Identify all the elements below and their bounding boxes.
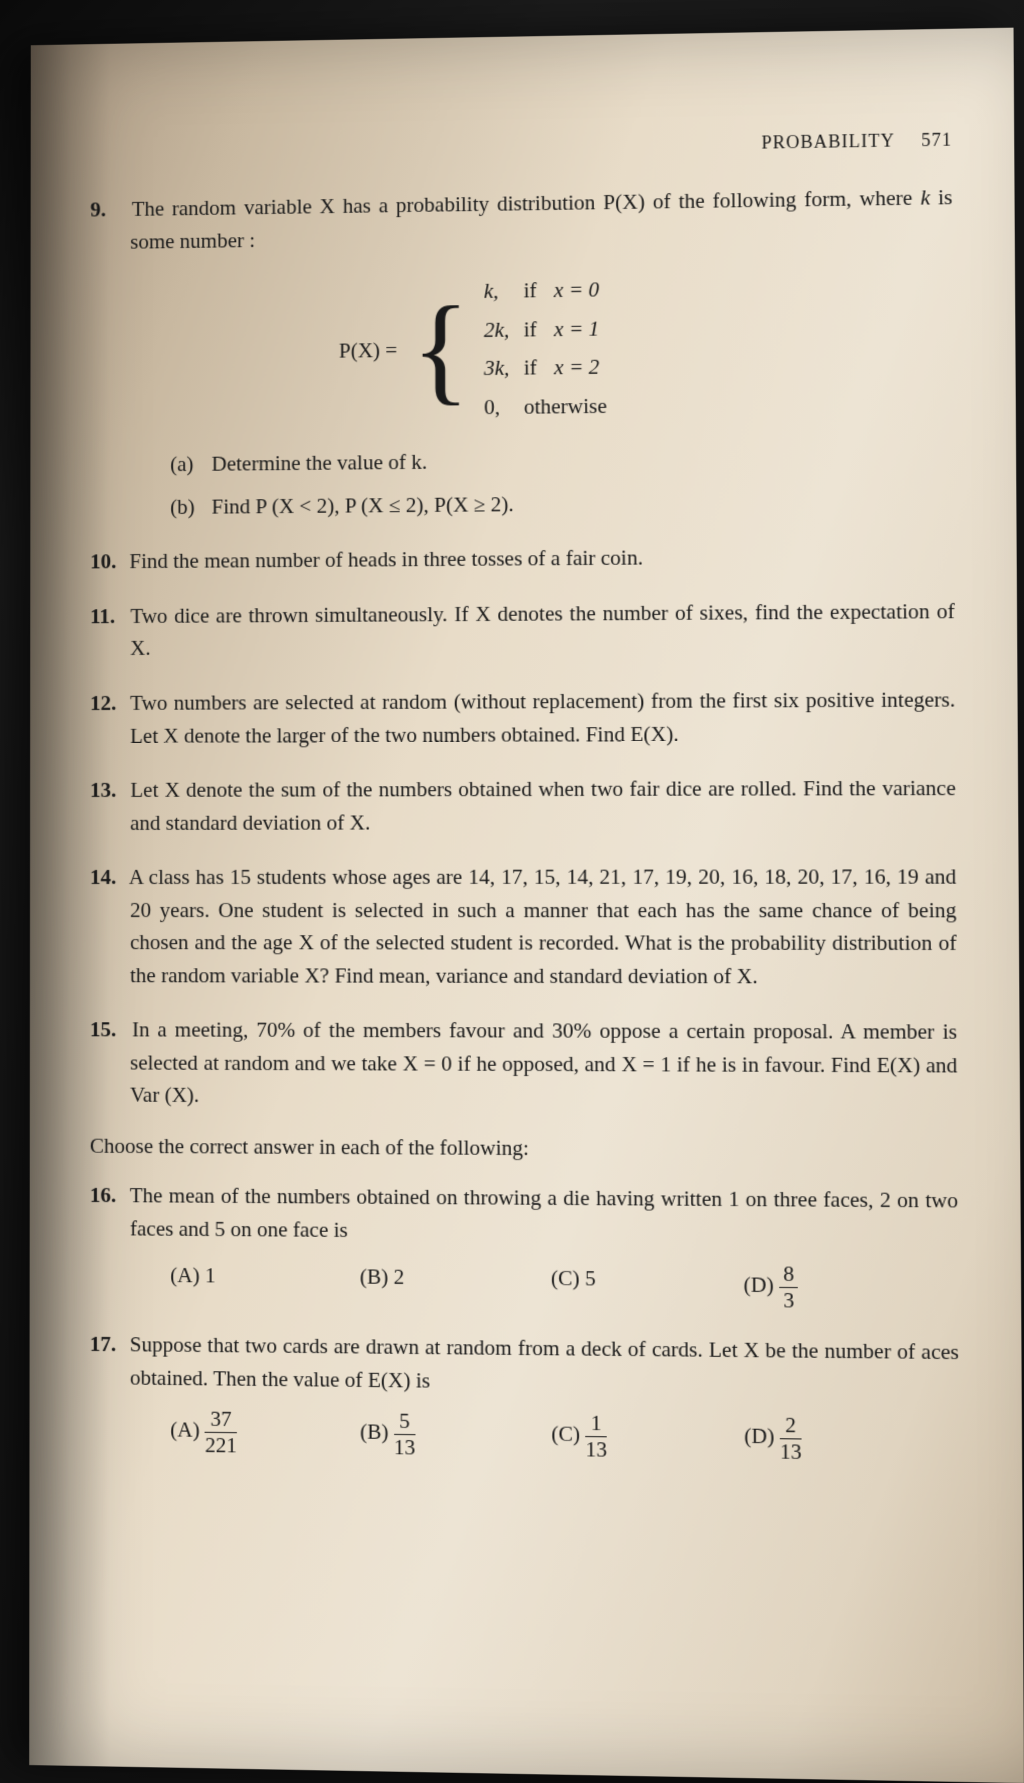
opt-label: (A) <box>170 1263 199 1287</box>
question-number: 12. <box>90 687 124 720</box>
option-b: (B) 5 13 <box>360 1410 551 1460</box>
numerator: 2 <box>780 1415 802 1440</box>
pw-x: x = 0 <box>548 271 613 308</box>
options: (A) 37 221 (B) 5 13 (C) 1 13 <box>170 1408 938 1464</box>
sub-label: (a) <box>170 448 206 481</box>
option-a: (A) 37 221 <box>170 1408 360 1458</box>
pw-cond: otherwise <box>518 387 613 425</box>
question-number: 9. <box>90 193 124 226</box>
question-15: 15. In a meeting, 70% of the members fav… <box>130 1014 958 1116</box>
pw-x: x = 2 <box>548 349 613 386</box>
opt-fraction: 2 13 <box>780 1415 802 1463</box>
piecewise-function: P(X) = { k, if x = 0 2k, if x = 1 3k, if… <box>331 269 615 429</box>
question-text: Two dice are thrown simultaneously. If X… <box>130 599 955 661</box>
question-10: 10. Find the mean number of heads in thr… <box>130 539 954 578</box>
opt-label: (B) <box>360 1420 389 1445</box>
question-16: 16. The mean of the numbers obtained on … <box>130 1179 959 1313</box>
pw-val: 0, <box>478 388 516 425</box>
question-text: In a meeting, 70% of the members favour … <box>130 1018 957 1108</box>
pw-val: 2k, <box>478 311 516 348</box>
question-text: The random variable X has a probability … <box>132 185 921 220</box>
numerator: 37 <box>205 1409 237 1434</box>
opt-value: 1 <box>205 1263 216 1287</box>
question-text: The mean of the numbers obtained on thro… <box>130 1183 958 1241</box>
denominator: 13 <box>585 1437 607 1461</box>
pw-val: 3k, <box>478 350 516 387</box>
opt-label: (B) <box>360 1264 388 1289</box>
denominator: 3 <box>779 1288 798 1312</box>
pw-cond: if <box>517 272 545 309</box>
denominator: 13 <box>780 1439 802 1463</box>
page-header: PROBABILITY 571 <box>130 130 952 164</box>
option-c: (C) 5 <box>551 1262 744 1311</box>
subpart-a: (a) Determine the value of k. <box>170 441 954 481</box>
question-9: 9. The random variable X has a probabili… <box>130 181 954 524</box>
left-brace: { <box>405 273 476 426</box>
question-number: 10. <box>90 546 124 579</box>
option-a: (A) 1 <box>170 1259 360 1308</box>
sub-text: Find P (X < 2), P (X ≤ 2), P(X ≥ 2). <box>212 492 514 519</box>
pw-cond: if <box>518 349 547 386</box>
opt-label: (C) <box>551 1422 580 1447</box>
subpart-b: (b) Find P (X < 2), P (X ≤ 2), P(X ≥ 2). <box>170 484 954 523</box>
question-number: 11. <box>90 600 124 633</box>
question-17: 17. Suppose that two cards are drawn at … <box>130 1328 960 1465</box>
sub-label: (b) <box>170 491 206 524</box>
question-14: 14. A class has 15 students whose ages a… <box>130 860 957 993</box>
question-text: Two numbers are selected at random (with… <box>130 687 955 747</box>
sub-text: Determine the value of k. <box>212 450 428 476</box>
opt-label: (C) <box>551 1266 580 1291</box>
question-11: 11. Two dice are thrown simultaneously. … <box>130 595 955 665</box>
question-text: Let X denote the sum of the numbers obta… <box>130 776 956 835</box>
opt-label: (D) <box>744 1273 774 1298</box>
opt-fraction: 5 13 <box>394 1411 415 1459</box>
opt-label: (A) <box>170 1418 199 1443</box>
chapter-title: PROBABILITY <box>761 130 895 152</box>
question-number: 14. <box>90 861 124 894</box>
option-b: (B) 2 <box>360 1260 551 1309</box>
numerator: 5 <box>394 1411 415 1436</box>
question-13: 13. Let X denote the sum of the numbers … <box>130 772 956 839</box>
pw-cond: if <box>517 311 546 348</box>
numerator: 8 <box>779 1264 798 1289</box>
options: (A) 1 (B) 2 (C) 5 (D) 8 3 <box>170 1259 938 1313</box>
fn-label: P(X) = <box>333 274 404 427</box>
question-text: Suppose that two cards are drawn at rand… <box>130 1332 959 1392</box>
pw-x: x = 1 <box>548 310 613 347</box>
option-d: (D) 8 3 <box>743 1263 937 1313</box>
page: PROBABILITY 571 9. The random variable X… <box>29 28 1024 1783</box>
denominator: 13 <box>394 1435 415 1459</box>
pw-val: k, <box>478 273 516 310</box>
question-text: A class has 15 students whose ages are 1… <box>129 865 957 989</box>
question-number: 15. <box>90 1014 124 1047</box>
opt-label: (D) <box>744 1424 774 1449</box>
opt-fraction: 1 13 <box>585 1413 607 1461</box>
question-number: 17. <box>90 1328 124 1361</box>
opt-fraction: 37 221 <box>205 1409 237 1457</box>
opt-fraction: 8 3 <box>779 1264 798 1312</box>
var-k: k <box>920 185 930 209</box>
numerator: 1 <box>585 1413 607 1438</box>
question-text: Find the mean number of heads in three t… <box>129 546 643 574</box>
page-number: 571 <box>921 130 952 151</box>
option-d: (D) 2 13 <box>744 1415 939 1465</box>
opt-value: 5 <box>585 1266 596 1290</box>
denominator: 221 <box>205 1433 237 1457</box>
question-number: 16. <box>90 1179 124 1212</box>
question-12: 12. Two numbers are selected at random (… <box>130 683 955 752</box>
option-c: (C) 1 13 <box>551 1412 744 1462</box>
opt-value: 2 <box>394 1265 405 1289</box>
instruction: Choose the correct answer in each of the… <box>90 1134 958 1164</box>
question-number: 13. <box>90 774 124 807</box>
